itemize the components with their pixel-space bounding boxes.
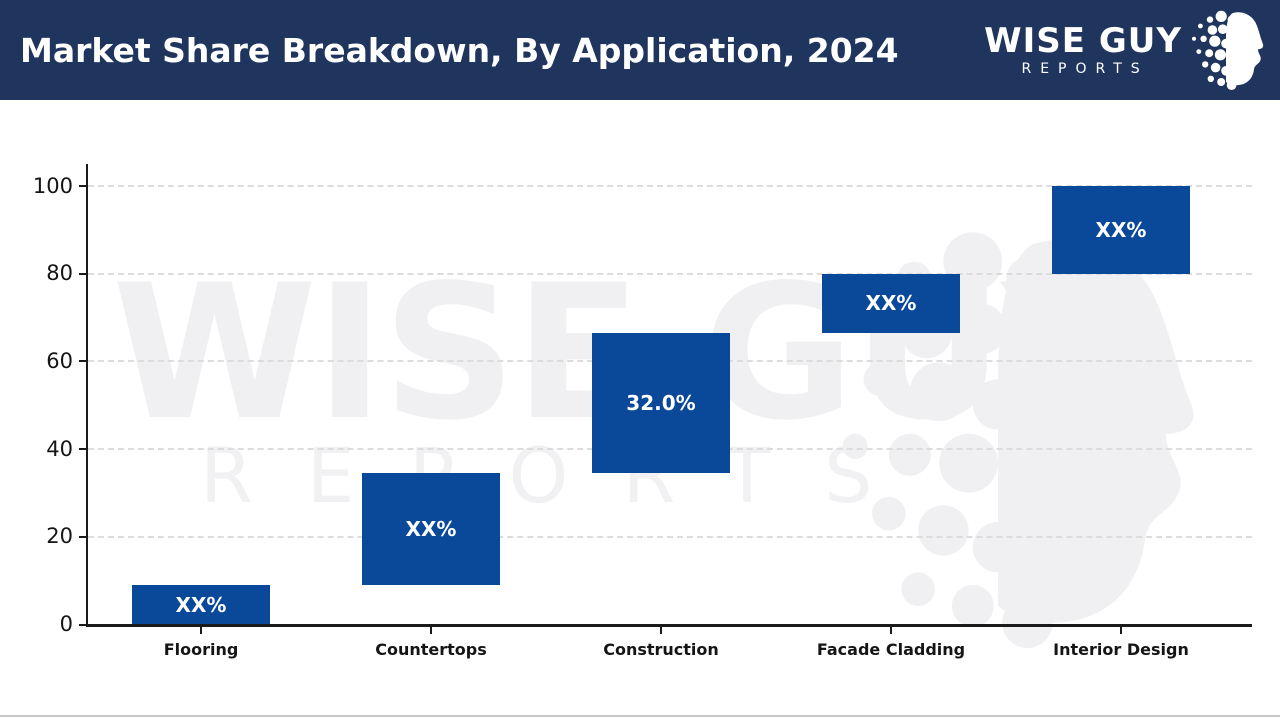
header-banner: Market Share Breakdown, By Application, … (0, 0, 1280, 100)
y-tick-label: 60 (46, 348, 73, 373)
bar-countertops (362, 473, 500, 586)
watermark-subtext: REPORTS (200, 431, 927, 520)
x-tick-label-flooring: Flooring (163, 639, 239, 659)
y-tick-mark (79, 535, 88, 538)
y-tick-label: 0 (59, 612, 73, 636)
x-tick-label-facade-cladding: Facade Cladding (816, 639, 966, 659)
y-tick-mark (79, 272, 88, 275)
bar-flooring (132, 585, 270, 625)
brand-logo: WISE GUY REPORTS (984, 8, 1266, 92)
y-tick-mark (79, 623, 88, 626)
y-axis-line (86, 164, 88, 627)
bar-interior-design (1052, 186, 1190, 274)
bar-construction (592, 332, 730, 474)
brand-logo-text: WISE GUY REPORTS (984, 24, 1182, 77)
y-tick-label: 100 (32, 173, 73, 198)
x-tick-label-interior-design: Interior Design (1053, 639, 1189, 659)
bottom-border (0, 715, 1280, 717)
y-tick-label: 40 (46, 436, 73, 461)
x-tick-mark (660, 626, 662, 634)
logo-wordmark: WISE GUY (984, 20, 1182, 61)
page-title: Market Share Breakdown, By Application, … (20, 30, 899, 70)
chart-area: WISE GUY REPORTS 020406080100XX%Flooring… (0, 100, 1280, 720)
x-tick-mark (200, 626, 202, 634)
gridline (88, 535, 1252, 538)
bar-facade-cladding (822, 273, 960, 333)
logo-head-icon (1192, 10, 1264, 90)
y-tick-mark (79, 360, 88, 363)
gridline (88, 185, 1252, 187)
x-tick-mark (1120, 626, 1122, 634)
x-axis-line (86, 623, 1252, 627)
bar-label-interior-design: XX% (1095, 217, 1147, 242)
y-tick-label: 80 (46, 261, 73, 286)
x-tick-label-construction: Construction (603, 639, 719, 659)
x-tick-label-countertops: Countertops (375, 639, 487, 659)
x-tick-mark (430, 626, 432, 634)
logo-subtext: REPORTS (1021, 60, 1149, 77)
y-tick-label: 20 (46, 524, 73, 549)
y-tick-mark (79, 185, 88, 187)
y-tick-mark (79, 448, 88, 451)
x-tick-mark (890, 626, 892, 634)
bar-label-countertops: XX% (405, 517, 457, 542)
gridline (88, 272, 1252, 275)
bar-label-construction: 32.0% (626, 391, 696, 416)
bar-label-facade-cladding: XX% (865, 291, 917, 316)
bar-label-flooring: XX% (175, 592, 227, 617)
